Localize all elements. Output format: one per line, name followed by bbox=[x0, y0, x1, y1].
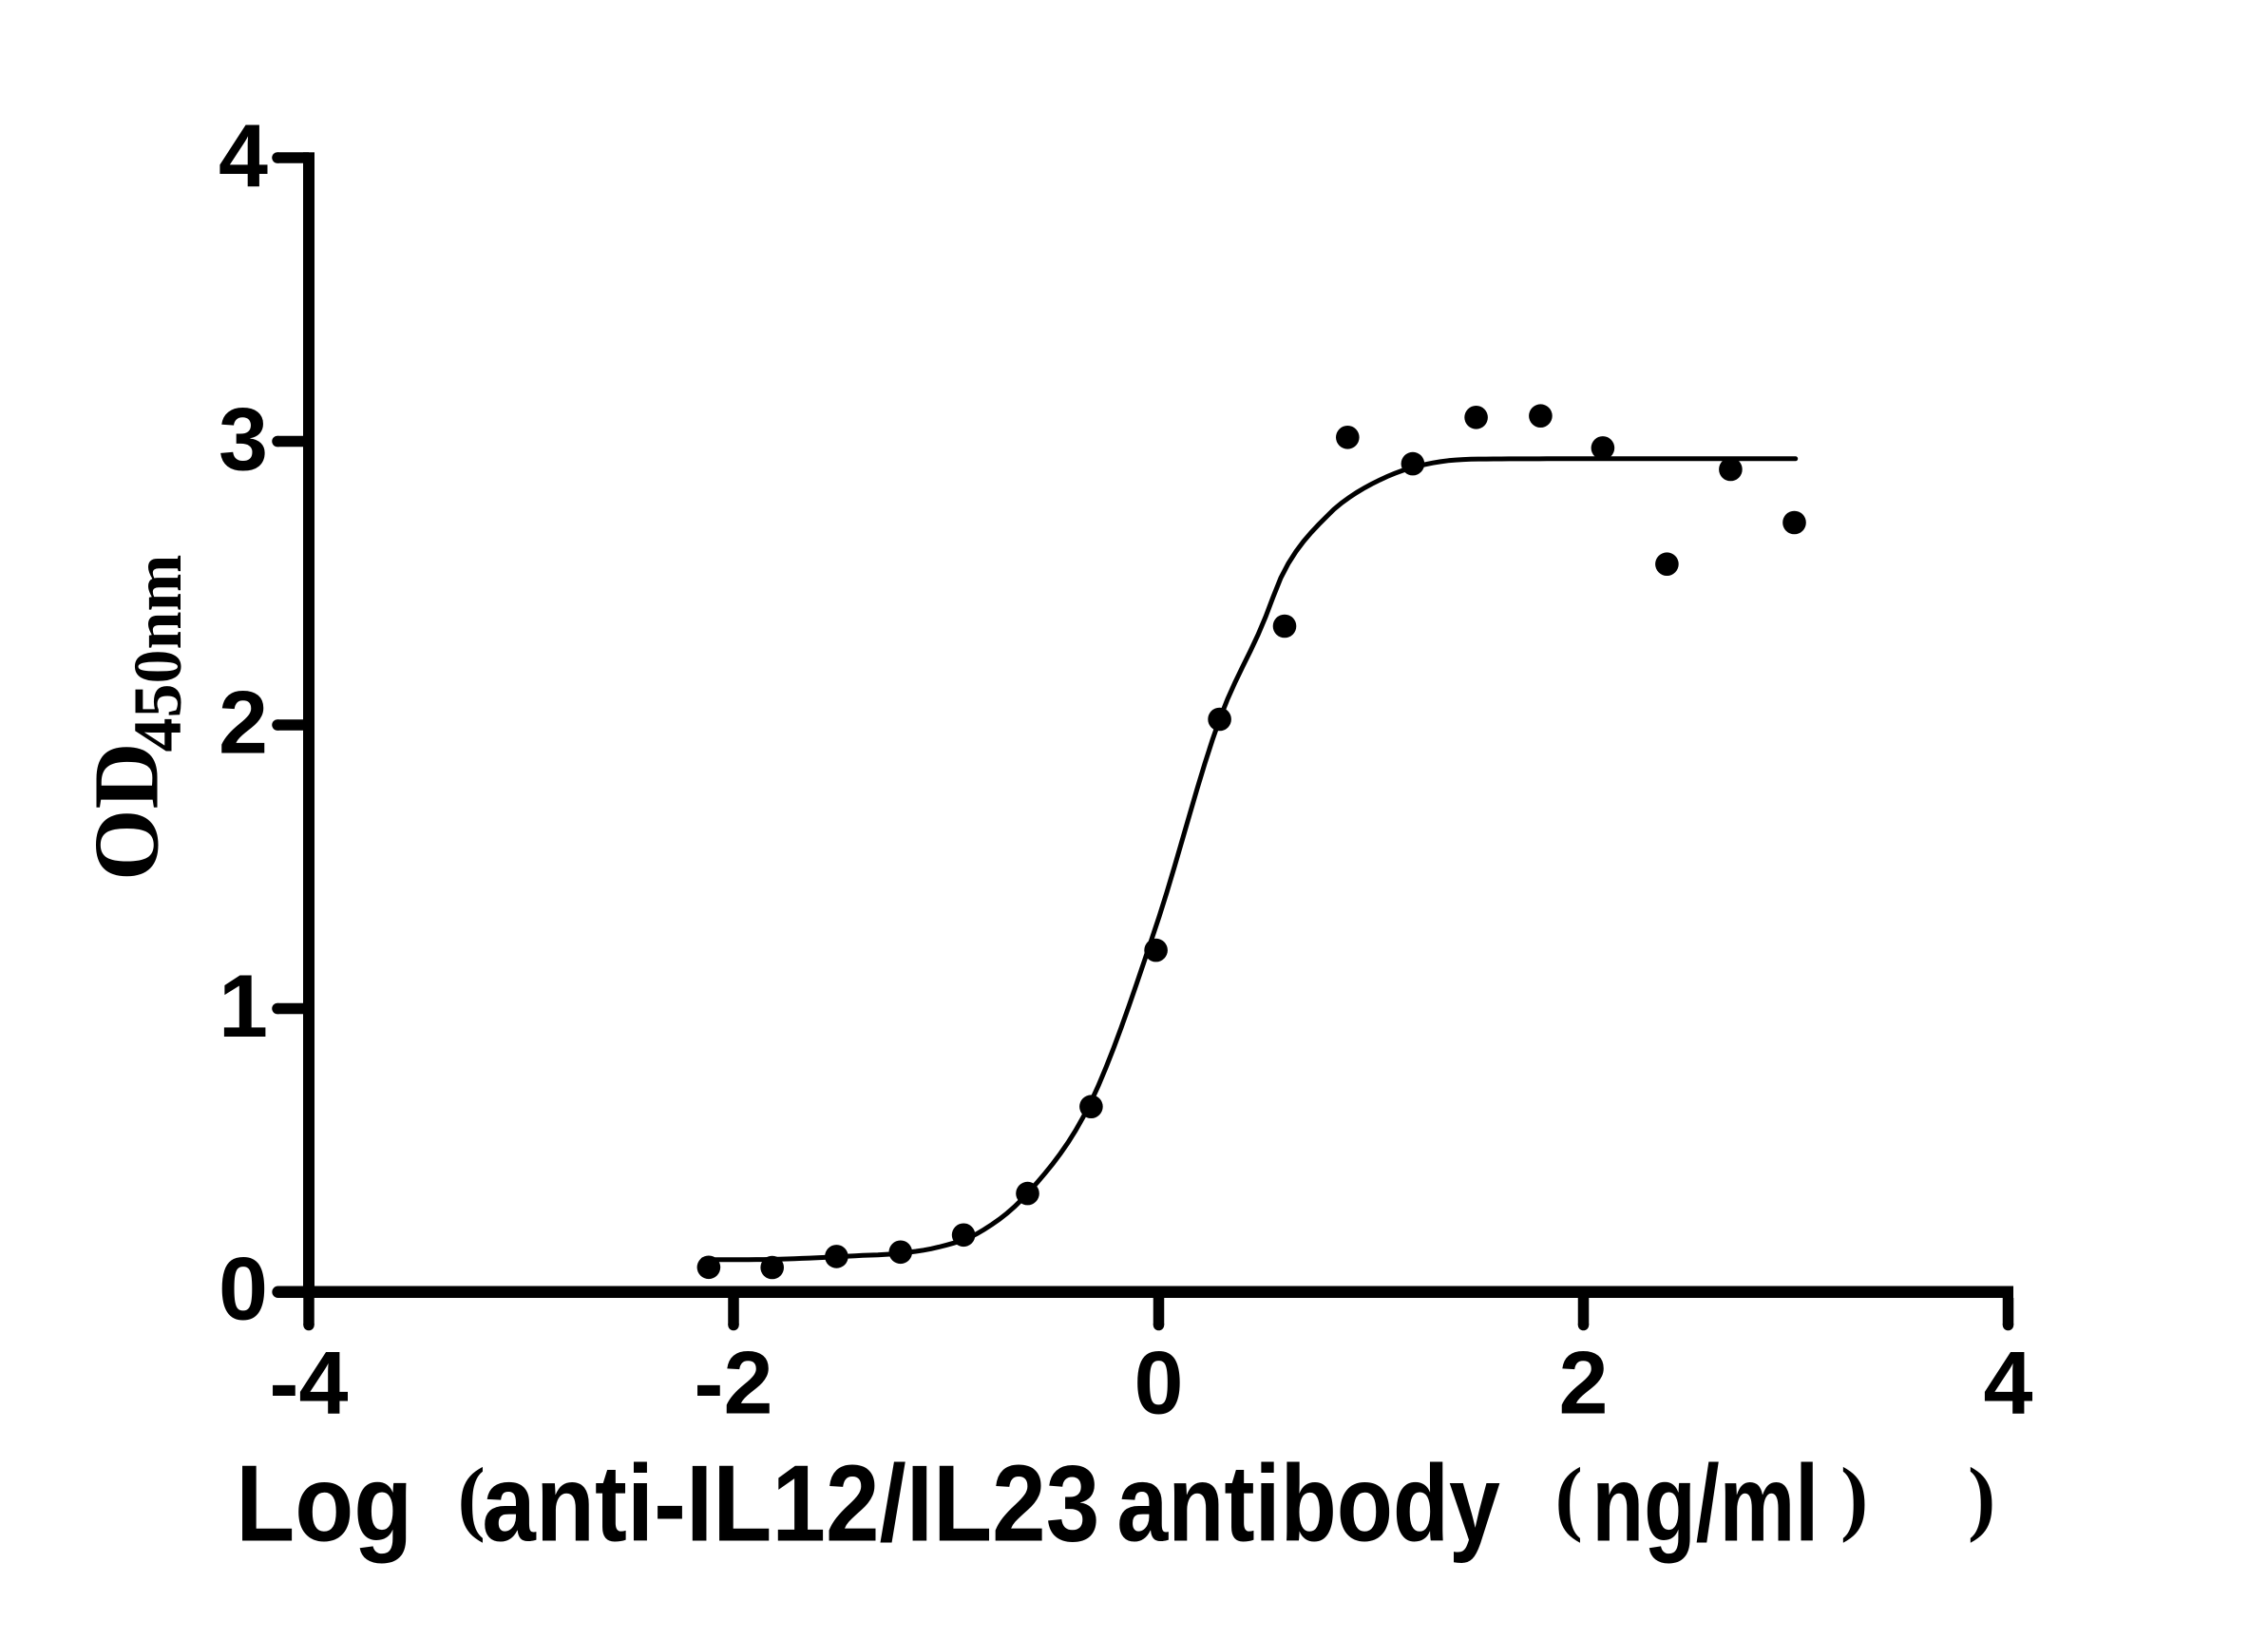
svg-text:antibody: antibody bbox=[1116, 1444, 1500, 1565]
svg-text:4: 4 bbox=[1983, 1333, 2032, 1433]
svg-text:anti-IL12/IL23: anti-IL12/IL23 bbox=[482, 1444, 1099, 1565]
svg-text:(: ( bbox=[458, 1452, 486, 1544]
svg-text:2: 2 bbox=[219, 672, 268, 772]
svg-text:1: 1 bbox=[219, 956, 268, 1056]
svg-text:Log: Log bbox=[236, 1444, 412, 1565]
svg-text:-2: -2 bbox=[694, 1333, 772, 1433]
svg-text:4: 4 bbox=[219, 105, 268, 205]
svg-text:OD: OD bbox=[76, 743, 178, 882]
svg-text:2: 2 bbox=[1558, 1333, 1608, 1433]
svg-text:3: 3 bbox=[219, 389, 268, 488]
svg-text:0: 0 bbox=[219, 1239, 268, 1339]
svg-text:(: ( bbox=[1555, 1452, 1583, 1544]
svg-text:-4: -4 bbox=[269, 1333, 348, 1433]
svg-text:ng/ml: ng/ml bbox=[1591, 1444, 1819, 1565]
svg-text:): ) bbox=[1968, 1452, 1995, 1544]
svg-text:450nm: 450nm bbox=[120, 554, 196, 752]
svg-text:): ) bbox=[1840, 1452, 1868, 1544]
svg-text:0: 0 bbox=[1134, 1333, 1183, 1433]
